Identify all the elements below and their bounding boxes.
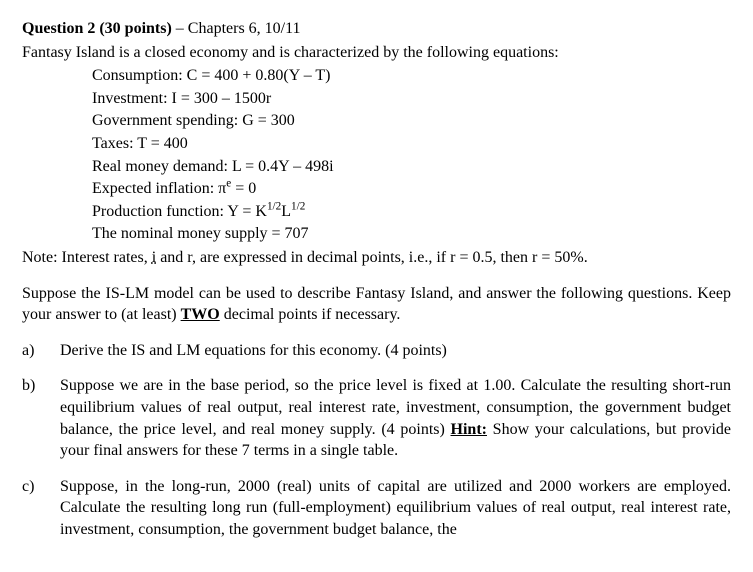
part-b-text: Suppose we are in the base period, so th… xyxy=(60,375,731,461)
part-a-text: Derive the IS and LM equations for this … xyxy=(60,340,731,362)
part-c-label: c) xyxy=(22,476,60,541)
eq-inflation-pre: Expected inflation: π xyxy=(92,180,226,197)
eq-prod-sup1: 1/2 xyxy=(267,200,281,212)
question-header: Question 2 (30 points) – Chapters 6, 10/… xyxy=(22,18,731,40)
equations-block: Consumption: C = 400 + 0.80(Y – T) Inves… xyxy=(22,65,731,245)
eq-prod-sup2: 1/2 xyxy=(291,200,305,212)
part-b: b) Suppose we are in the base period, so… xyxy=(22,375,731,461)
eq-prod-mid: L xyxy=(281,203,291,220)
eq-investment: Investment: I = 300 – 1500r xyxy=(92,88,731,110)
eq-prod-pre: Production function: Y = K xyxy=(92,203,267,220)
eq-taxes: Taxes: T = 400 xyxy=(92,133,731,155)
part-c: c) Suppose, in the long-run, 2000 (real)… xyxy=(22,476,731,541)
eq-production: Production function: Y = K1/2L1/2 xyxy=(92,201,731,223)
question-title-rest: – Chapters 6, 10/11 xyxy=(172,20,301,37)
note-label: Note: xyxy=(22,249,62,266)
instructions: Suppose the IS-LM model can be used to d… xyxy=(22,283,731,326)
eq-money-supply: The nominal money supply = 707 xyxy=(92,223,731,245)
eq-consumption: Consumption: C = 400 + 0.80(Y – T) xyxy=(92,65,731,87)
instructions-two: TWO xyxy=(181,306,220,323)
eq-inflation-post: = 0 xyxy=(231,180,256,197)
part-a-label: a) xyxy=(22,340,60,362)
eq-gov: Government spending: G = 300 xyxy=(92,110,731,132)
note-pre: Interest rates, xyxy=(62,249,152,266)
part-a: a) Derive the IS and LM equations for th… xyxy=(22,340,731,362)
note-mid: and r, are expressed in decimal points, … xyxy=(156,249,588,266)
part-b-hint: Hint: xyxy=(451,421,487,438)
intro-text: Fantasy Island is a closed economy and i… xyxy=(22,42,731,64)
question-title-bold: Question 2 (30 points) xyxy=(22,20,172,37)
note-line: Note: Interest rates, i and r, are expre… xyxy=(22,247,731,269)
instructions-post: decimal points if necessary. xyxy=(220,306,401,323)
part-b-label: b) xyxy=(22,375,60,461)
eq-money-demand: Real money demand: L = 0.4Y – 498i xyxy=(92,156,731,178)
part-c-text: Suppose, in the long-run, 2000 (real) un… xyxy=(60,476,731,541)
eq-inflation: Expected inflation: πe = 0 xyxy=(92,178,731,200)
